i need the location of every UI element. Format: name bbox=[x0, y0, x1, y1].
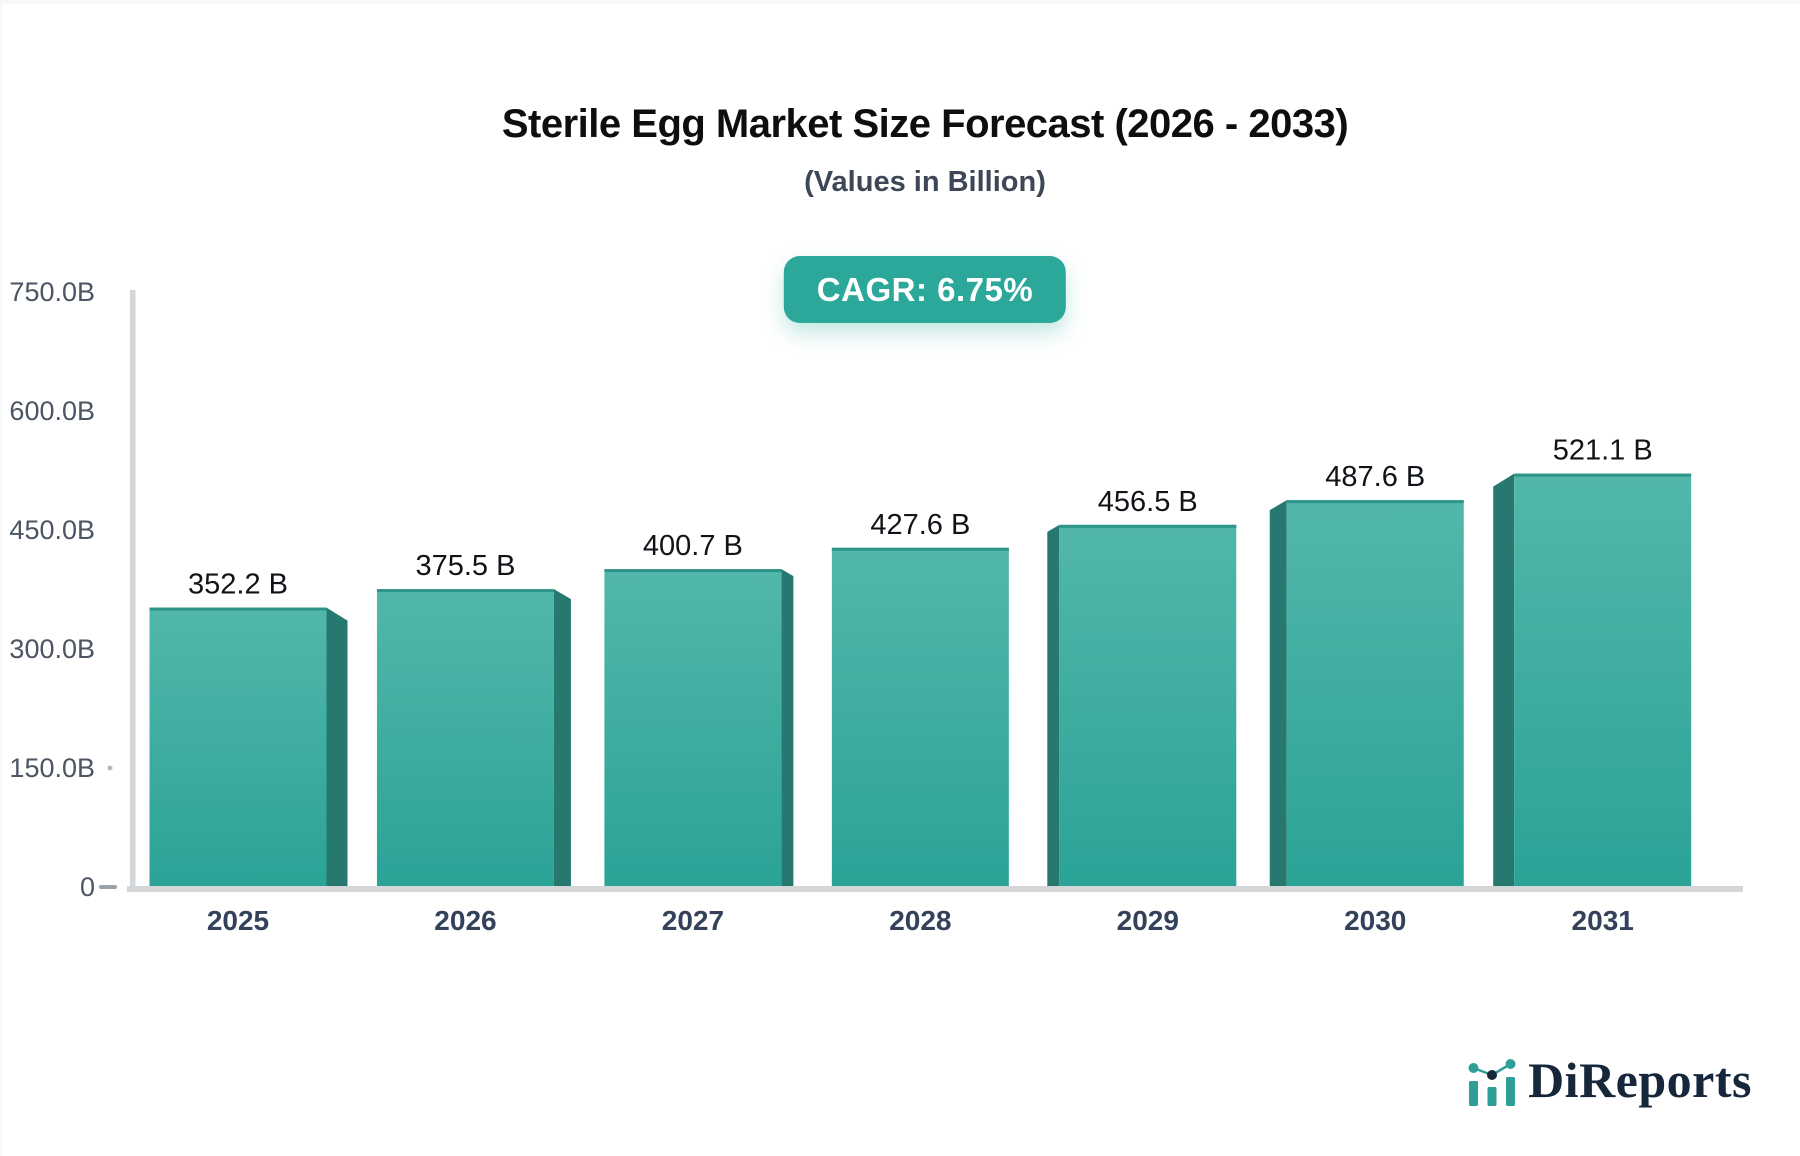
y-axis-tick-label: 450.0B bbox=[9, 515, 95, 545]
y-axis-tick-label: 600.0B bbox=[9, 396, 95, 426]
bar-value-label: 521.1 B bbox=[1553, 435, 1653, 467]
x-axis-line bbox=[127, 886, 1743, 892]
brand-logo: DiReports bbox=[1464, 1050, 1752, 1110]
bar-group-2030: 487.6 B 2030 bbox=[1269, 461, 1464, 936]
bar-group-2027: 400.7 B 2027 bbox=[604, 530, 794, 936]
bar-group-2025: 352.2 B 2025 bbox=[149, 569, 348, 936]
bar-front-face bbox=[604, 569, 782, 887]
bar-side-face bbox=[1269, 500, 1287, 887]
bar-group-2029: 456.5 B 2029 bbox=[1047, 486, 1237, 936]
bar-group-2031: 521.1 B 2031 bbox=[1493, 435, 1692, 936]
y-axis-tick-label: 0 bbox=[80, 872, 95, 902]
bar-front-face bbox=[1286, 500, 1464, 887]
bar-side-face bbox=[1493, 473, 1515, 887]
y-axis-line bbox=[130, 290, 136, 889]
bar-side-face bbox=[553, 589, 571, 887]
bar-front-face bbox=[149, 607, 327, 887]
bar-value-label: 487.6 B bbox=[1325, 461, 1425, 493]
x-axis-category-label: 2027 bbox=[662, 905, 724, 936]
y-axis-minor-tick bbox=[107, 765, 113, 771]
bar-top-edge bbox=[831, 547, 1009, 551]
x-axis-category-label: 2029 bbox=[1117, 905, 1179, 936]
bar-top-edge bbox=[604, 569, 782, 573]
bar-chart-trend-icon bbox=[1468, 1059, 1516, 1106]
page-edge-top bbox=[0, 0, 1800, 4]
x-axis-category-label: 2025 bbox=[207, 905, 269, 936]
bar-top-edge bbox=[149, 607, 327, 611]
page-edge-left bbox=[0, 0, 2, 1156]
bar-value-label: 400.7 B bbox=[643, 530, 743, 562]
bar-front-face bbox=[831, 547, 1009, 887]
y-axis-tick-label: 750.0B bbox=[9, 277, 95, 307]
bar-front-face bbox=[1514, 473, 1692, 887]
bar-group-2028: 427.6 B 2028 bbox=[831, 509, 1009, 936]
bar-value-label: 427.6 B bbox=[870, 509, 970, 541]
bar-group-2026: 375.5 B 2026 bbox=[376, 550, 571, 936]
x-axis-category-label: 2028 bbox=[889, 905, 951, 936]
x-axis-category-label: 2026 bbox=[434, 905, 496, 936]
y-axis-tick-label: 300.0B bbox=[9, 634, 95, 664]
bar-top-edge bbox=[1514, 473, 1692, 477]
x-axis-category-label: 2030 bbox=[1344, 905, 1406, 936]
y-axis-tick-label: 150.0B bbox=[9, 753, 95, 783]
bar-top-edge bbox=[1286, 500, 1464, 504]
brand-logo-text: DiReports bbox=[1528, 1052, 1752, 1108]
bar-side-face bbox=[1047, 524, 1060, 887]
bar-value-label: 375.5 B bbox=[415, 550, 515, 582]
chart-title: Sterile Egg Market Size Forecast (2026 -… bbox=[501, 102, 1349, 146]
x-axis-category-label: 2031 bbox=[1572, 905, 1634, 936]
chart-subtitle: (Values in Billion) bbox=[804, 166, 1046, 198]
bar-top-edge bbox=[376, 589, 554, 593]
cagr-badge: CAGR: 6.75% bbox=[783, 256, 1067, 323]
bar-side-face bbox=[781, 569, 794, 887]
bar-side-face bbox=[326, 607, 348, 887]
bar-front-face bbox=[376, 589, 554, 887]
bar-value-label: 352.2 B bbox=[188, 569, 288, 601]
bar-front-face bbox=[1059, 524, 1237, 887]
bar-top-edge bbox=[1059, 524, 1237, 528]
bar-value-label: 456.5 B bbox=[1098, 486, 1198, 518]
y-axis-zero-tick bbox=[99, 885, 117, 889]
